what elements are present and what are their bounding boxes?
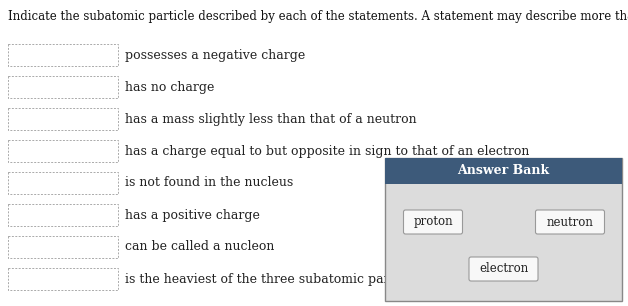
FancyBboxPatch shape	[404, 210, 462, 234]
Text: is the heaviest of the three subatomic particles: is the heaviest of the three subatomic p…	[125, 273, 423, 285]
Bar	[8, 268, 118, 290]
Bar	[8, 236, 118, 258]
Text: can be called a nucleon: can be called a nucleon	[125, 241, 274, 253]
Text: proton: proton	[413, 215, 453, 229]
Text: possesses a negative charge: possesses a negative charge	[125, 48, 305, 62]
Bar	[8, 108, 118, 130]
Text: neutron: neutron	[546, 215, 593, 229]
Text: electron: electron	[479, 263, 528, 275]
Bar	[8, 172, 118, 194]
Text: has no charge: has no charge	[125, 80, 214, 94]
Bar	[8, 44, 118, 66]
Text: has a mass slightly less than that of a neutron: has a mass slightly less than that of a …	[125, 113, 416, 125]
Text: Answer Bank: Answer Bank	[457, 165, 550, 177]
Bar	[8, 140, 118, 162]
Text: Indicate the subatomic particle described by each of the statements. A statement: Indicate the subatomic particle describe…	[8, 10, 628, 23]
Text: is not found in the nucleus: is not found in the nucleus	[125, 177, 293, 189]
Text: has a charge equal to but opposite in sign to that of an electron: has a charge equal to but opposite in si…	[125, 144, 529, 158]
Text: has a positive charge: has a positive charge	[125, 208, 260, 222]
Bar	[8, 76, 118, 98]
FancyBboxPatch shape	[536, 210, 605, 234]
Bar	[385, 158, 622, 301]
Bar	[385, 158, 622, 184]
FancyBboxPatch shape	[469, 257, 538, 281]
Bar	[8, 204, 118, 226]
